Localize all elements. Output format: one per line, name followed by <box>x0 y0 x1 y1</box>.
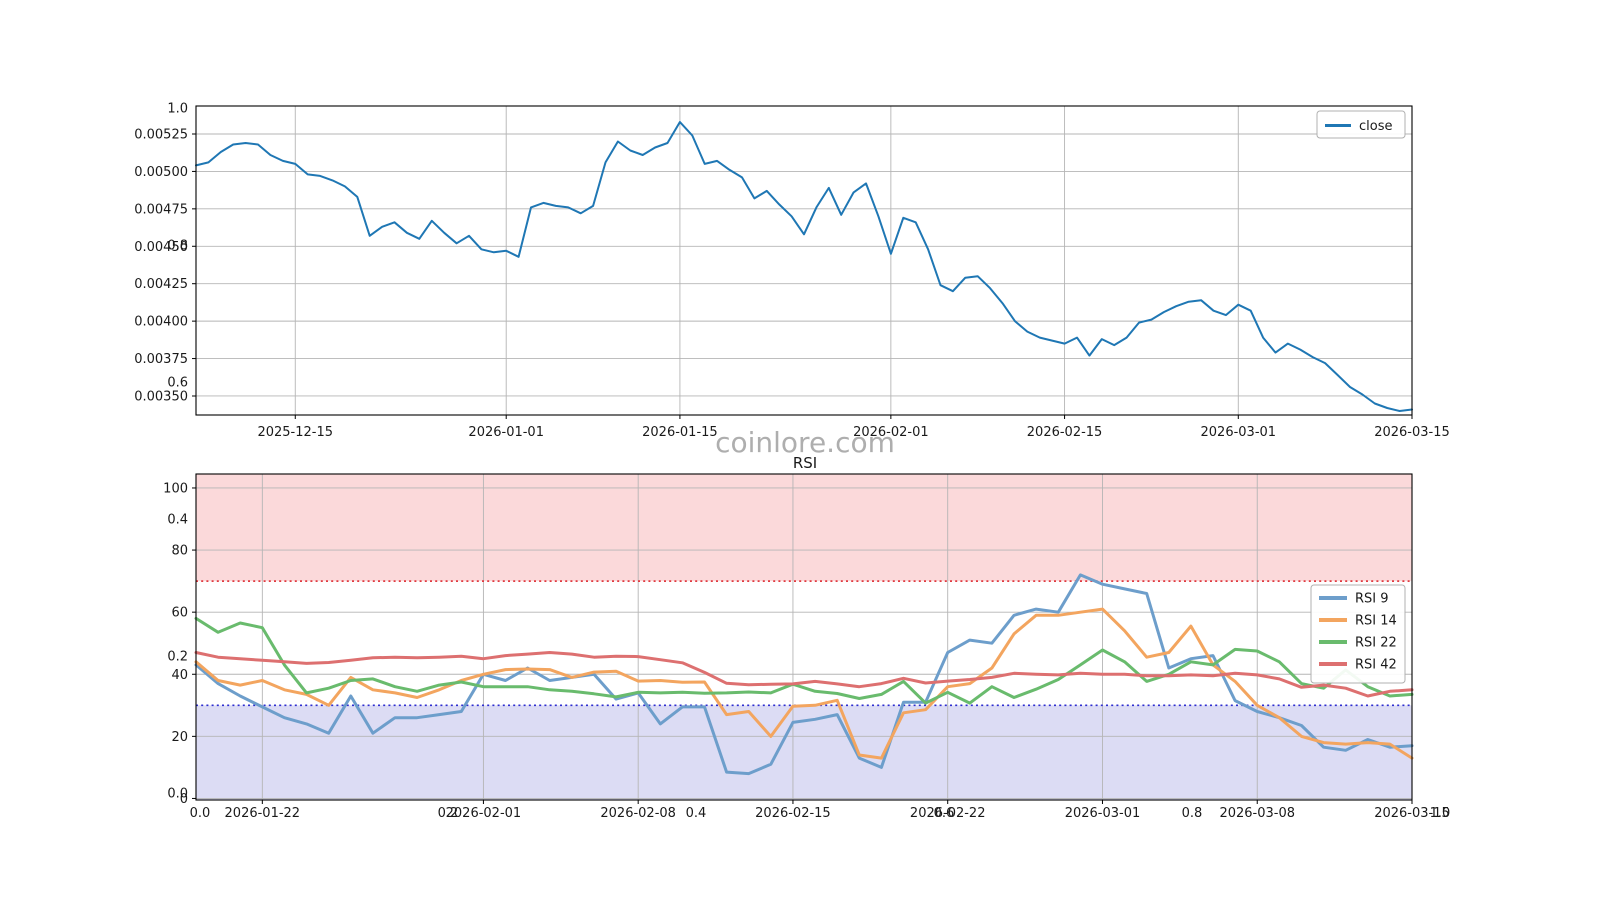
ghost-y-tick-label: 0.6 <box>167 376 188 391</box>
x-tick-label: 2026-03-15 <box>1374 425 1450 440</box>
ghost-x-tick-label: 0.0 <box>190 806 211 821</box>
ghost-x-tick-label: 1.0 <box>1430 806 1451 821</box>
legend-label: RSI 9 <box>1355 592 1389 607</box>
y-tick-label: 80 <box>171 544 188 559</box>
ghost-y-tick-label: 0.4 <box>167 513 188 528</box>
ghost-x-tick-label: 0.4 <box>686 806 707 821</box>
x-tick-label: 2026-03-01 <box>1201 425 1277 440</box>
x-tick-label: 2026-03-15 <box>1374 806 1450 821</box>
series-rsi-14-line <box>194 607 1414 760</box>
y-tick-label: 0.00425 <box>134 277 188 292</box>
ghost-x-tick-label: 0.6 <box>934 806 955 821</box>
series-rsi-22-line <box>194 616 1414 705</box>
x-tick-label: 2026-03-08 <box>1219 806 1295 821</box>
x-tick-label: 2026-02-15 <box>1027 425 1103 440</box>
watermark: coinlore.com <box>715 426 895 459</box>
plot-frame <box>195 105 1413 416</box>
x-tick-label: 2026-03-01 <box>1065 806 1141 821</box>
y-tick-label: 40 <box>171 668 188 683</box>
y-tick-label: 0.00375 <box>134 352 188 367</box>
ghost-y-tick-label: 1.0 <box>167 102 188 117</box>
rsi-chart: 2026-01-22 2026-02-01 2026-02-08 2026-02-15… <box>163 473 1450 821</box>
legend-box <box>1310 584 1406 684</box>
x-tick-label: 2026-02-08 <box>600 806 676 821</box>
y-tick-label: 0.00475 <box>134 202 188 217</box>
rsi-chart-title: RSI <box>793 454 817 472</box>
y-tick-label: 0.00400 <box>134 315 188 330</box>
y-tick-label: 0 <box>180 792 188 807</box>
ghost-y-tick-label: 0.0 <box>167 787 188 802</box>
legend-label: RSI 14 <box>1355 614 1397 629</box>
ghost-x-tick-label: 0.2 <box>438 806 459 821</box>
legend-box <box>1316 110 1406 139</box>
y-tick-label: 0.00500 <box>134 165 188 180</box>
legend-label: RSI 42 <box>1355 658 1397 673</box>
x-tick-label: 2026-02-15 <box>755 806 831 821</box>
price-chart: 2025-12-15 2026-01-01 2026-01-15 2026-02-01… <box>134 105 1450 440</box>
x-tick-label: 2026-02-01 <box>446 806 522 821</box>
series-rsi-42-line <box>194 651 1414 698</box>
x-tick-label: 2026-01-01 <box>468 425 544 440</box>
overbought-band <box>196 474 1412 582</box>
x-tick-label: 2026-01-22 <box>225 806 301 821</box>
ghost-y-tick-label: 0.2 <box>167 650 188 665</box>
x-tick-label: 2025-12-15 <box>257 425 333 440</box>
ghost-axis-labels: 0.0 0.2 0.4 0.6 0.8 1.0 0.0 0.2 0.4 0.6 0.8 1.0 <box>167 102 1450 822</box>
y-tick-label: 0.00350 <box>134 389 188 404</box>
legend-label: RSI 22 <box>1355 636 1397 651</box>
x-tick-label: 2026-01-15 <box>642 425 718 440</box>
x-tick-label: 2026-02-01 <box>853 425 929 440</box>
y-tick-label: 20 <box>171 730 188 745</box>
series-close-line <box>195 121 1413 412</box>
y-tick-label: 100 <box>163 481 188 496</box>
ghost-x-tick-label: 0.8 <box>1182 806 1203 821</box>
y-tick-label: 60 <box>171 606 188 621</box>
x-tick-label: 2026-02-22 <box>910 806 986 821</box>
y-tick-label: 0.00525 <box>134 127 188 142</box>
y-tick-label: 0.00450 <box>134 240 188 255</box>
plot-frame <box>195 473 1413 801</box>
ghost-y-tick-label: 0.8 <box>167 239 188 254</box>
legend-label: close <box>1359 119 1392 134</box>
